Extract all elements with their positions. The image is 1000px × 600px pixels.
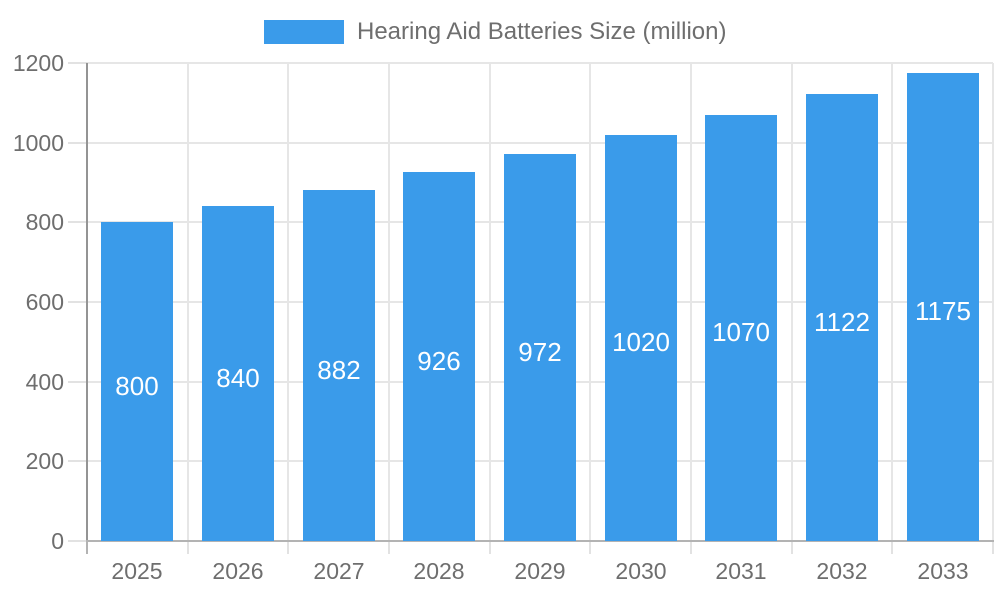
bar-value-label: 1175	[915, 296, 971, 326]
bar: 972	[504, 154, 576, 541]
legend-swatch-icon	[264, 20, 344, 44]
x-axis-label: 2033	[917, 558, 969, 584]
legend[interactable]: Hearing Aid Batteries Size (million)	[264, 20, 726, 44]
bar: 926	[403, 172, 475, 541]
bar: 1020	[605, 135, 677, 541]
x-axis-label: 2028	[413, 558, 465, 584]
x-axis-label: 2032	[816, 558, 868, 584]
y-axis-label: 600	[25, 289, 64, 315]
y-axis-tick	[68, 301, 87, 303]
y-axis-line	[86, 63, 88, 541]
x-axis-label: 2030	[615, 558, 667, 584]
x-axis-tick	[187, 541, 189, 554]
bar: 840	[202, 206, 274, 541]
y-axis-tick	[68, 460, 87, 462]
bar-value-label: 1070	[712, 317, 770, 347]
x-axis-tick	[287, 541, 289, 554]
x-axis-tick	[791, 541, 793, 554]
gridline-vertical	[791, 63, 793, 541]
x-axis-tick	[489, 541, 491, 554]
x-axis-line	[86, 540, 994, 542]
bar-value-label: 1122	[814, 306, 870, 337]
legend-label: Hearing Aid Batteries Size (million)	[357, 18, 727, 45]
gridline-horizontal	[87, 62, 993, 64]
y-axis-tick	[68, 381, 87, 383]
bar-value-label: 840	[216, 362, 260, 393]
bar: 1175	[907, 73, 979, 541]
gridline-horizontal	[87, 142, 993, 144]
y-axis-tick	[68, 62, 87, 64]
x-axis-label: 2031	[715, 558, 767, 584]
gridline-vertical	[992, 63, 994, 541]
y-axis-tick	[68, 221, 87, 223]
y-axis-tick	[68, 142, 87, 144]
bar: 882	[303, 190, 375, 541]
y-axis-tick	[68, 540, 87, 542]
x-axis-tick	[891, 541, 893, 554]
y-axis-label: 800	[25, 209, 64, 235]
gridline-vertical	[287, 63, 289, 541]
y-axis-label: 1000	[12, 130, 64, 156]
gridline-vertical	[690, 63, 692, 541]
bar-value-label: 800	[115, 370, 159, 401]
bar: 1122	[806, 94, 878, 541]
y-axis-label: 400	[25, 369, 64, 395]
gridline-vertical	[187, 63, 189, 541]
x-axis-tick	[589, 541, 591, 554]
bar: 1070	[705, 115, 777, 541]
x-axis-label: 2029	[514, 558, 566, 584]
gridline-vertical	[489, 63, 491, 541]
x-axis-label: 2027	[313, 558, 365, 584]
y-axis-label: 0	[51, 528, 64, 554]
bar-value-label: 882	[317, 354, 361, 385]
bar-value-label: 1020	[612, 327, 670, 357]
bar-value-label: 972	[518, 336, 562, 367]
bar: 800	[101, 222, 173, 541]
gridline-vertical	[891, 63, 893, 541]
x-axis-label: 2025	[111, 558, 163, 584]
y-axis-label: 200	[25, 448, 64, 474]
x-axis-tick	[388, 541, 390, 554]
gridline-vertical	[388, 63, 390, 541]
x-axis-tick	[992, 541, 994, 554]
x-axis-tick	[690, 541, 692, 554]
x-axis-label: 2026	[212, 558, 264, 584]
gridline-vertical	[589, 63, 591, 541]
y-axis-label: 1200	[12, 50, 64, 76]
x-axis-tick	[86, 541, 88, 554]
bar-value-label: 926	[417, 345, 461, 376]
